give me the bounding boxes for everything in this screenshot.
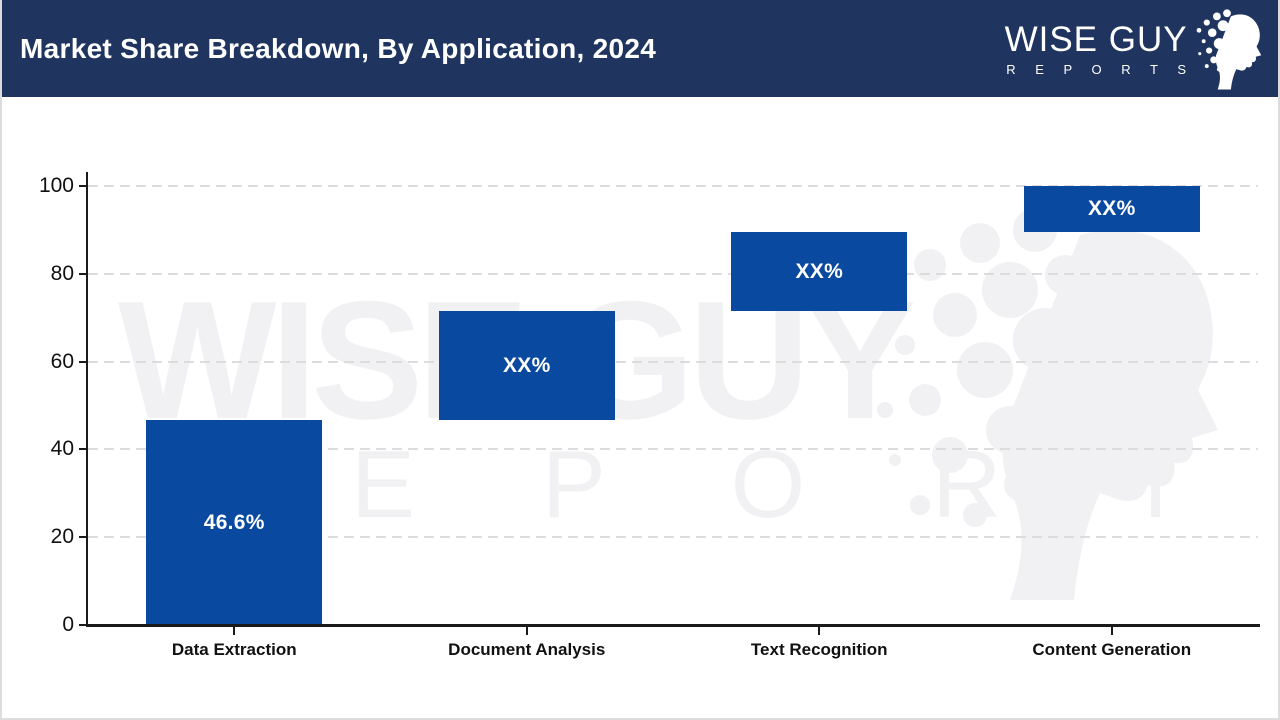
y-tick-40: [79, 448, 87, 451]
bar-content-generation: XX%: [1023, 186, 1200, 233]
page-title: Market Share Breakdown, By Application, …: [20, 32, 657, 64]
y-tick-20: [79, 536, 87, 539]
x-axis-line: [86, 624, 1260, 627]
y-tick-label-20: 20: [50, 525, 74, 549]
category-label-data-extraction: Data Extraction: [171, 640, 297, 659]
y-tick-80: [79, 272, 87, 275]
y-tick-label-100: 100: [38, 174, 74, 197]
bar-label-document-analysis: XX%: [502, 353, 551, 377]
category-label-document-analysis: Document Analysis: [448, 640, 606, 659]
y-tick-0: [79, 624, 87, 626]
y-tick-60: [79, 360, 87, 363]
y-tick-label-0: 0: [62, 613, 74, 636]
header-bar: Market Share Breakdown, By Application, …: [0, 0, 1280, 97]
x-tick-document-analysis: [525, 627, 528, 635]
y-tick-100: [79, 185, 87, 187]
bar-data-extraction: 46.6%: [146, 420, 323, 625]
gridline-60: [88, 360, 1258, 363]
bar-label-text-recognition: XX%: [795, 259, 844, 283]
logo-subtitle: R E P O R T S: [1006, 61, 1194, 77]
bar-document-analysis: XX%: [438, 311, 615, 421]
wise-guy-reports-logo: WISE GUY R E P O R T S: [998, 7, 1266, 91]
bar-text-recognition: XX%: [731, 232, 908, 312]
gridline-40: [88, 448, 1258, 451]
y-axis-line: [86, 172, 88, 627]
x-tick-data-extraction: [233, 627, 236, 635]
x-tick-text-recognition: [818, 627, 821, 635]
logo-wordmark: WISE GUY: [1004, 19, 1188, 59]
x-tick-content-generation: [1110, 627, 1113, 635]
gridline-20: [88, 536, 1258, 539]
y-tick-label-40: 40: [50, 437, 74, 461]
plot-area: 0 20 40 60 80 100 46.6% Data Extraction XX% Docum…: [0, 97, 1280, 720]
category-label-content-generation: Content Generation: [1032, 640, 1192, 659]
y-tick-label-80: 80: [50, 261, 74, 285]
gridline-80: [88, 272, 1258, 275]
bar-label-content-generation: XX%: [1087, 197, 1136, 221]
y-tick-label-60: 60: [50, 349, 74, 373]
category-label-text-recognition: Text Recognition: [750, 640, 888, 659]
dotted-head-profile-icon: [1196, 8, 1262, 89]
bar-label-data-extraction: 46.6%: [203, 510, 265, 534]
logo-text: WISE GUY R E P O R T S: [998, 22, 1194, 76]
gridline-100: [88, 185, 1258, 187]
